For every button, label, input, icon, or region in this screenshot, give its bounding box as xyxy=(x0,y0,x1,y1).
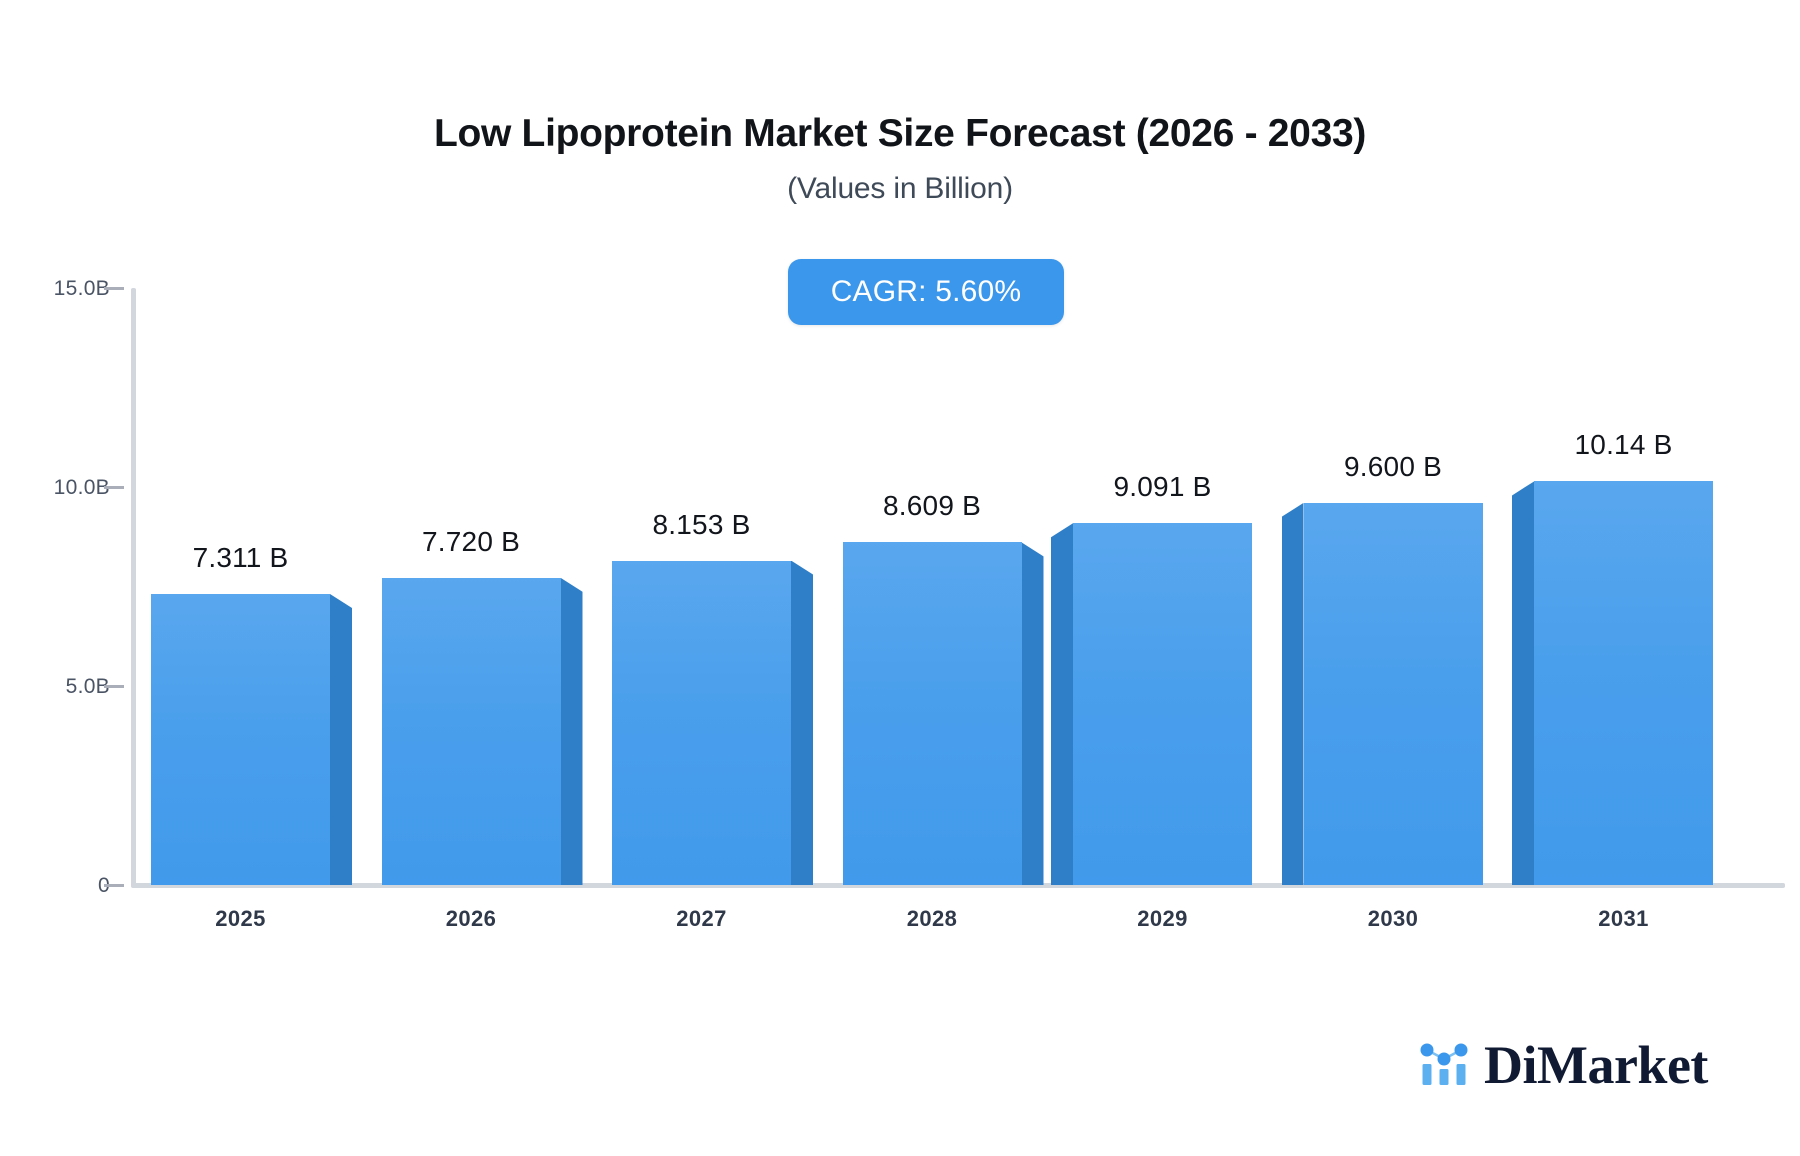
bar-side-face xyxy=(330,594,352,885)
bar-side-face xyxy=(1281,502,1304,885)
bar-front-face xyxy=(151,594,330,885)
bar-side-face xyxy=(1512,481,1534,885)
x-axis-line xyxy=(131,883,1785,888)
bar[interactable]: 8.609 B xyxy=(842,490,1044,885)
x-axis-tick-label: 2026 xyxy=(445,906,497,931)
bar-value-label: 7.720 B xyxy=(422,525,520,557)
cagr-badge: CAGR: 5.60% xyxy=(788,259,1064,325)
x-axis-tick-label: 2031 xyxy=(1598,906,1649,931)
bar-front-face xyxy=(1073,523,1252,885)
bar-front-face xyxy=(1303,502,1483,885)
bar-value-label: 10.14 B xyxy=(1574,429,1673,461)
y-axis-tick-label: 10.0B xyxy=(53,476,110,499)
page-title: Low Lipoprotein Market Size Forecast (20… xyxy=(433,112,1367,155)
bar-front-face xyxy=(381,577,561,885)
bar-side-face xyxy=(1021,542,1044,885)
bar-side-face xyxy=(560,577,583,885)
x-axis-tick-label: 2028 xyxy=(906,906,958,931)
logo-text: DiMarket xyxy=(1484,1035,1708,1095)
bar[interactable]: 7.720 B xyxy=(381,526,583,885)
bar-value-label: 8.153 B xyxy=(652,508,751,540)
bar-value-label: 9.091 B xyxy=(1113,471,1212,503)
bar-front-face xyxy=(842,542,1022,885)
plot-area: 15.0B 10.0B 5.0B 0 7.311 B 7.720 B 8.153 B 8.6… xyxy=(0,277,1785,931)
bar[interactable]: 9.091 B xyxy=(1051,471,1252,885)
x-axis-tick-label: 2029 xyxy=(1137,906,1188,931)
bar-side-face xyxy=(791,560,813,885)
cagr-badge-label: CAGR: 5.60% xyxy=(830,275,1022,308)
bar[interactable]: 7.311 B xyxy=(151,542,352,885)
y-axis-tick-mark xyxy=(104,685,124,688)
bar[interactable]: 10.14 B xyxy=(1512,429,1713,885)
bar-value-label: 8.609 B xyxy=(883,490,981,522)
x-axis-tick-label: 2030 xyxy=(1367,906,1419,931)
bar[interactable]: 9.600 B xyxy=(1281,451,1483,885)
y-axis-tick-label: 0 xyxy=(0,874,110,898)
bar-front-face xyxy=(612,560,791,885)
bar-value-label: 9.600 B xyxy=(1344,450,1442,482)
y-axis-tick-mark xyxy=(104,884,124,887)
bar-chart-dots-icon xyxy=(1418,1039,1470,1092)
bar-value-label: 7.311 B xyxy=(192,542,289,574)
bar-front-face xyxy=(1534,481,1713,885)
y-axis-tick-label: 15.0B xyxy=(53,277,110,300)
x-axis-tick-label: 2025 xyxy=(215,906,266,931)
y-axis-line xyxy=(131,288,136,886)
bar[interactable]: 8.153 B xyxy=(612,509,813,885)
x-axis-tick-label: 2027 xyxy=(676,906,727,931)
y-axis-tick-label: 5.0B xyxy=(65,675,110,698)
y-axis-tick-mark xyxy=(104,287,124,290)
chart-subtitle: (Values in Billion) xyxy=(787,172,1013,205)
bar-side-face xyxy=(1051,523,1073,885)
y-axis-tick-mark xyxy=(104,486,124,489)
dimarket-logo: DiMarket xyxy=(1418,1034,1708,1096)
